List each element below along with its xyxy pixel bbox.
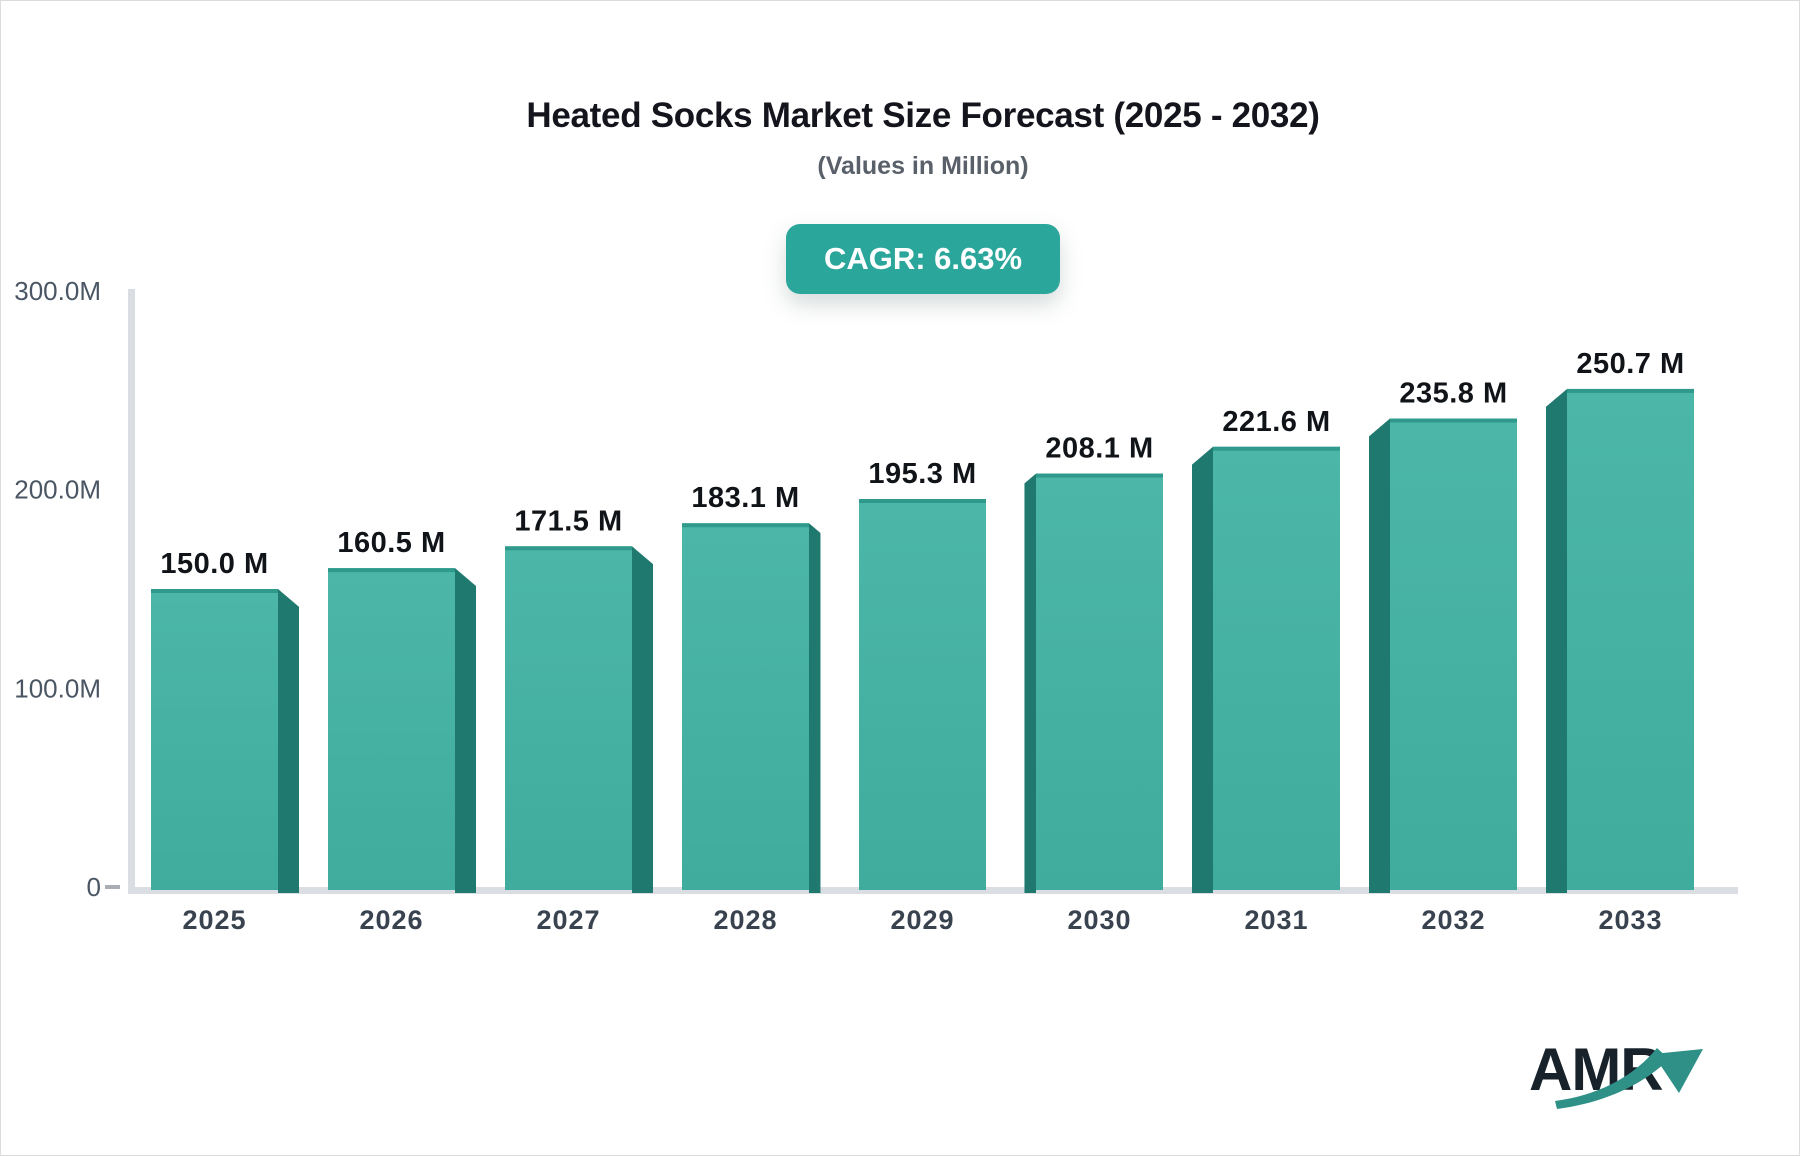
- bar-2025: 150.0 M 2025: [151, 548, 299, 935]
- x-category-label: 2033: [1598, 905, 1662, 935]
- x-category-label: 2031: [1244, 905, 1308, 935]
- growth-arrow-icon: [1555, 1048, 1703, 1109]
- bar-side-face: [455, 568, 476, 893]
- x-category-label: 2027: [536, 905, 600, 935]
- bar-front-face: [1390, 418, 1517, 890]
- bar-top-edge: [682, 523, 809, 528]
- bar-value-label: 150.0 M: [160, 548, 268, 580]
- y-tick-dash: [105, 885, 120, 889]
- bar-2030: 208.1 M 2030: [1024, 433, 1163, 935]
- bar-top-edge: [505, 546, 632, 551]
- bar-front-face: [859, 499, 986, 890]
- chart-subtitle: (Values in Million): [817, 152, 1029, 180]
- bar-2032: 235.8 M 2032: [1369, 378, 1517, 935]
- bar-top-edge: [1213, 446, 1340, 451]
- bar-side-face: [1546, 388, 1567, 893]
- bar-top-edge: [328, 568, 455, 573]
- bar-value-label: 221.6 M: [1222, 406, 1330, 438]
- bar-top-edge: [1036, 473, 1163, 478]
- y-tick-label: 200.0M: [14, 475, 101, 505]
- bar-value-label: 250.7 M: [1576, 348, 1684, 380]
- x-axis-line: [128, 887, 1738, 894]
- y-axis-line: [128, 289, 135, 894]
- bar-2029: 195.3 M 2029: [859, 458, 986, 935]
- chart-title: Heated Socks Market Size Forecast (2025 …: [526, 96, 1320, 135]
- bar-front-face: [1036, 473, 1163, 890]
- bar-2033: 250.7 M 2033: [1546, 348, 1694, 935]
- x-category-label: 2032: [1421, 905, 1485, 935]
- bar-top-edge: [859, 499, 986, 504]
- chart-header: Heated Socks Market Size Forecast (2025 …: [45, 1, 1799, 294]
- bar-front-face: [682, 523, 809, 890]
- bar-2026: 160.5 M 2026: [328, 527, 476, 935]
- bar-side-face: [632, 546, 653, 893]
- bar-2031: 221.6 M 2031: [1192, 406, 1340, 935]
- bar-2028: 183.1 M 2028: [682, 482, 821, 935]
- bar-top-edge: [151, 589, 278, 593]
- bar-front-face: [1567, 388, 1694, 890]
- bar-front-face: [328, 568, 455, 890]
- x-category-label: 2028: [713, 905, 777, 935]
- bar-side-face: [278, 589, 299, 893]
- y-tick-label: 100.0M: [14, 673, 101, 703]
- bar-front-face: [505, 546, 632, 890]
- bar-side-face: [1024, 473, 1036, 893]
- bar-side-face: [1369, 418, 1390, 893]
- y-tick-label: 0: [87, 872, 101, 902]
- bar-value-label: 195.3 M: [868, 458, 976, 490]
- bar-side-face: [1192, 446, 1213, 893]
- bar-value-label: 235.8 M: [1399, 378, 1507, 410]
- bar-value-label: 160.5 M: [337, 527, 445, 559]
- bar-value-label: 208.1 M: [1045, 433, 1153, 465]
- bar-2027: 171.5 M 2027: [505, 505, 653, 935]
- y-tick-label: 300.0M: [14, 276, 101, 306]
- bar-front-face: [1213, 446, 1340, 890]
- bar-value-label: 183.1 M: [691, 482, 799, 514]
- x-category-label: 2025: [182, 905, 246, 935]
- bar-value-label: 171.5 M: [514, 505, 622, 537]
- x-category-label: 2029: [890, 905, 954, 935]
- amr-logo: AMR: [1529, 1031, 1719, 1126]
- x-category-label: 2026: [359, 905, 423, 935]
- bar-top-edge: [1390, 418, 1517, 423]
- x-category-label: 2030: [1067, 905, 1131, 935]
- bar-front-face: [151, 589, 278, 890]
- cagr-badge: CAGR: 6.63%: [785, 224, 1061, 294]
- bar-side-face: [809, 523, 821, 893]
- bar-top-edge: [1567, 388, 1694, 393]
